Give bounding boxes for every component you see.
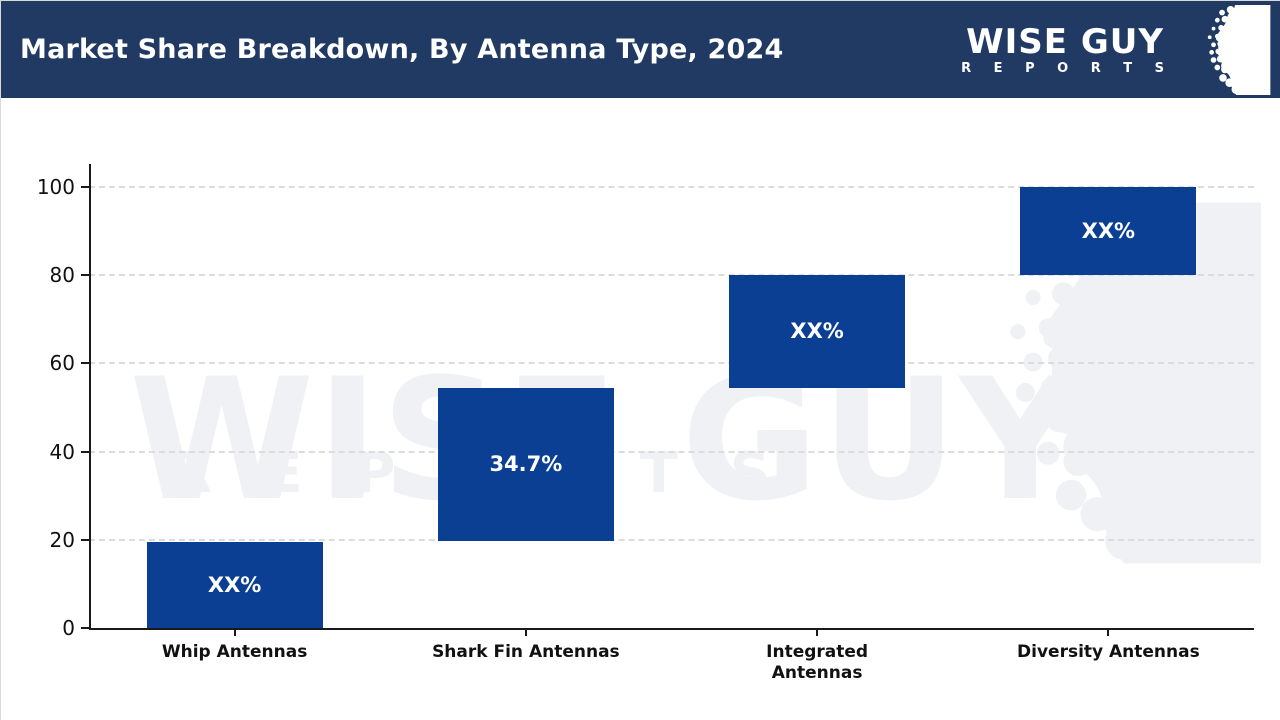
y-axis-label-40: 40	[49, 439, 75, 464]
y-axis-label-0: 0	[62, 616, 75, 640]
bar-whip-antennas: XX%	[146, 542, 323, 628]
y-axis-label-20: 20	[49, 527, 75, 552]
x-axis-line	[89, 628, 1254, 630]
logo-wiseguy-text: WISE GUY	[966, 21, 1164, 62]
x-axis-tick-0	[233, 630, 236, 636]
logo-text: WISE GUY R E P O R T S	[957, 25, 1173, 75]
x-axis-category-label: Diversity Antennas	[1017, 642, 1200, 662]
logo-reports-text: R E P O R T S	[961, 60, 1173, 76]
x-axis-category-label: Whip Antennas	[161, 642, 308, 662]
x-axis-category-label: Integrated Antennas	[766, 642, 869, 684]
bar-integrated-antennas: XX%	[729, 275, 906, 388]
x-axis-category-label: Shark Fin Antennas	[432, 642, 620, 662]
y-axis-line	[89, 164, 91, 630]
y-axis-label-100: 100	[36, 175, 75, 199]
gridline-y-40	[89, 450, 1254, 453]
gridline-y-100	[89, 186, 1254, 188]
gridline-y-80	[89, 274, 1254, 277]
y-axis-label-60: 60	[49, 351, 75, 376]
y-axis-tick-0	[81, 627, 89, 629]
bar-shark-fin-antennas: 34.7%	[437, 387, 614, 541]
bar-value-label: XX%	[207, 572, 262, 597]
bar-value-label: 34.7%	[489, 452, 563, 477]
x-axis-tick-3	[1107, 630, 1110, 636]
header-bar: Market Share Breakdown, By Antenna Type,…	[1, 1, 1280, 98]
y-axis-tick-100	[81, 186, 89, 188]
bar-value-label: XX%	[790, 319, 844, 344]
x-axis-tick-2	[816, 630, 819, 636]
gridline-y-60	[89, 362, 1254, 365]
gridline-y-20	[89, 538, 1254, 541]
y-axis-tick-60	[81, 362, 89, 365]
y-axis-label-80: 80	[49, 263, 75, 288]
y-axis-tick-40	[81, 450, 89, 453]
x-axis-tick-1	[524, 630, 527, 636]
y-axis-tick-20	[81, 538, 89, 541]
bar-diversity-antennas: XX%	[1020, 187, 1197, 276]
y-axis-tick-80	[81, 274, 89, 277]
chart-title: Market Share Breakdown, By Antenna Type,…	[20, 34, 784, 65]
wise-guy-reports-logo: WISE GUY R E P O R T S	[957, 1, 1271, 98]
bar-value-label: XX%	[1081, 219, 1136, 244]
dotted-face-profile-icon	[1207, 4, 1271, 95]
